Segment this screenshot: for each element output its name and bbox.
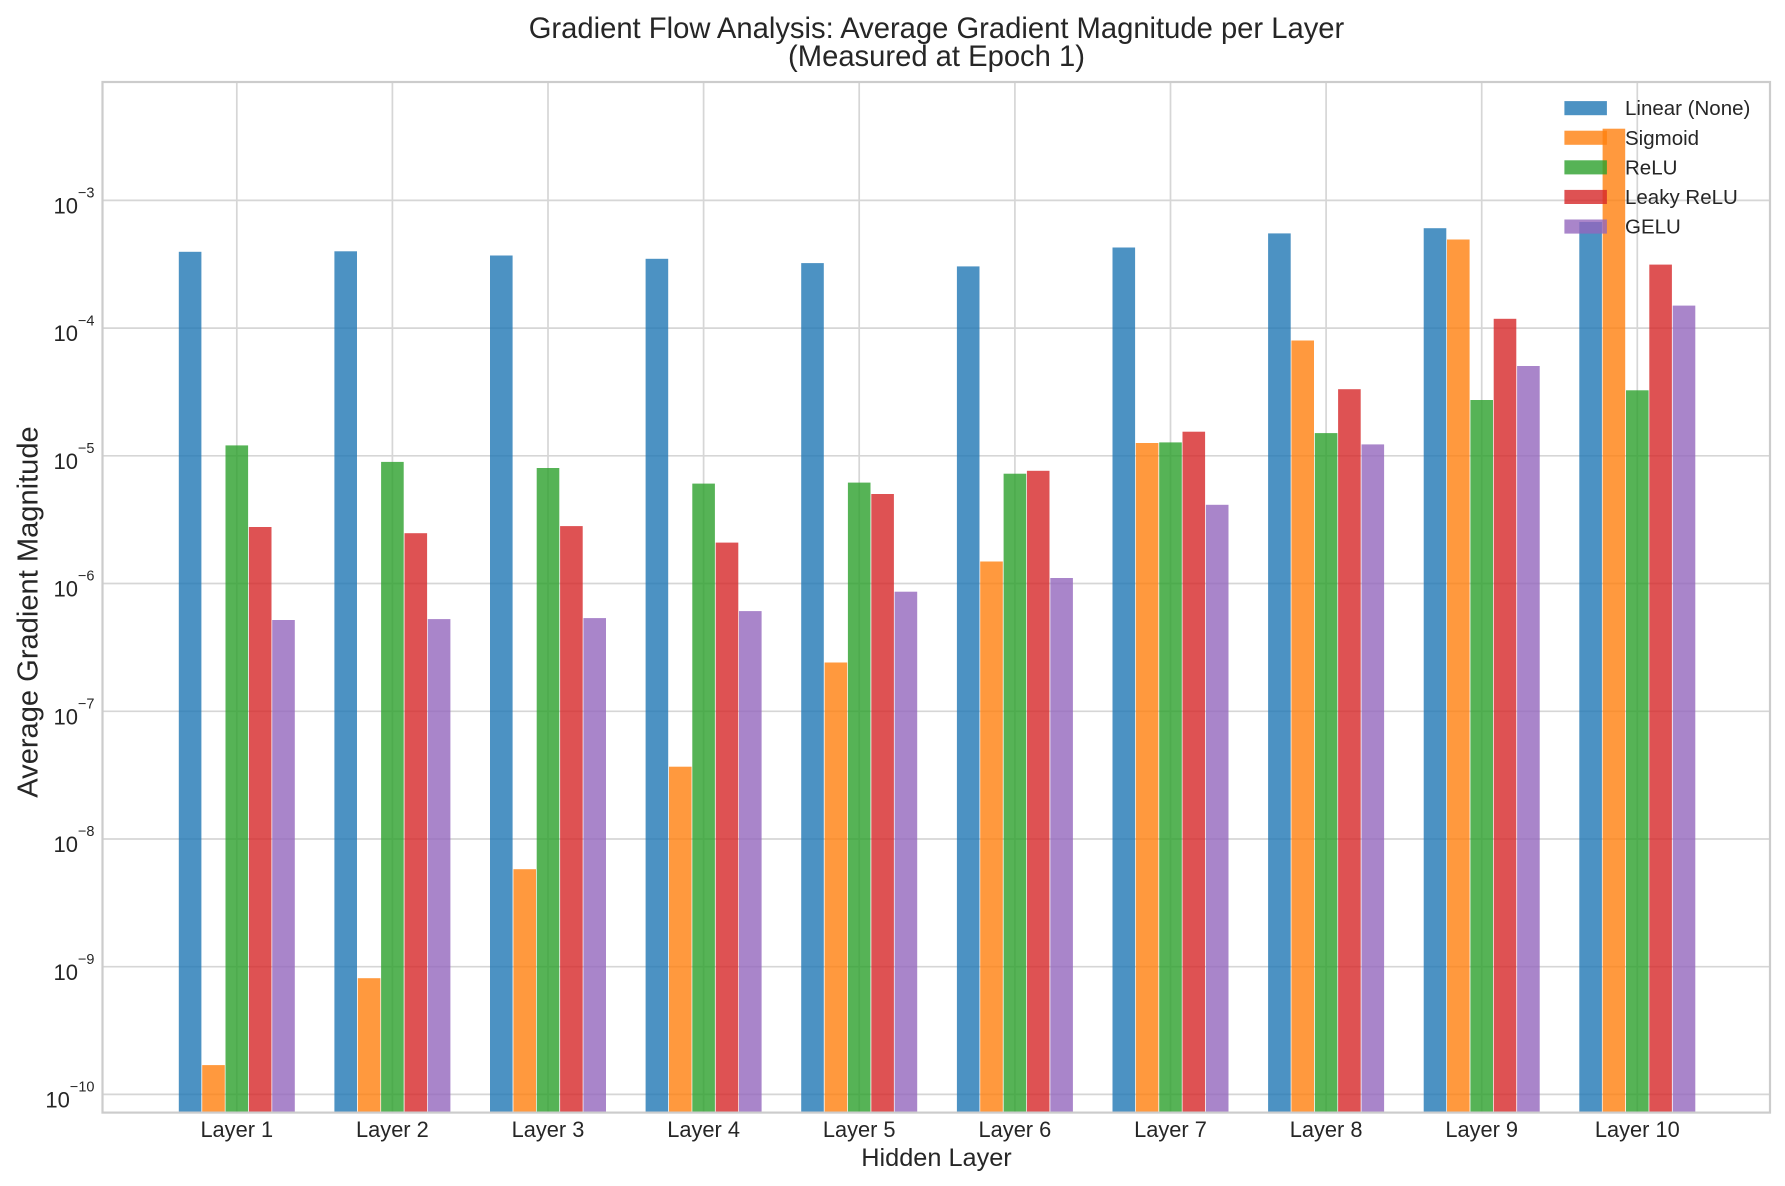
svg-text:Layer 7: Layer 7 [1134, 1117, 1207, 1142]
svg-text:10−10: 10−10 [45, 1080, 94, 1113]
svg-text:Layer 5: Layer 5 [823, 1117, 896, 1142]
svg-text:Hidden Layer: Hidden Layer [861, 1144, 1011, 1172]
svg-text:Layer 3: Layer 3 [512, 1117, 585, 1142]
svg-text:Layer 1: Layer 1 [200, 1117, 273, 1142]
svg-text:(Measured at Epoch 1): (Measured at Epoch 1) [788, 41, 1085, 73]
svg-text:10−3: 10−3 [53, 186, 94, 219]
svg-text:10−6: 10−6 [53, 569, 94, 602]
svg-text:10−9: 10−9 [53, 952, 94, 985]
svg-text:10−5: 10−5 [53, 441, 94, 474]
svg-text:Layer 9: Layer 9 [1445, 1117, 1518, 1142]
svg-text:Layer 10: Layer 10 [1595, 1117, 1680, 1142]
svg-text:Linear (None): Linear (None) [1625, 97, 1750, 120]
svg-text:Layer 6: Layer 6 [979, 1117, 1052, 1142]
svg-text:Average Gradient Magnitude: Average Gradient Magnitude [13, 426, 45, 797]
svg-text:Layer 2: Layer 2 [356, 1117, 429, 1142]
svg-text:10−8: 10−8 [53, 824, 94, 857]
svg-text:Sigmoid: Sigmoid [1625, 127, 1699, 150]
svg-text:Layer 8: Layer 8 [1290, 1117, 1363, 1142]
svg-text:Layer 4: Layer 4 [667, 1117, 740, 1142]
svg-text:Leaky ReLU: Leaky ReLU [1625, 186, 1738, 209]
svg-text:10−7: 10−7 [53, 697, 94, 730]
svg-text:Gradient Flow Analysis: Averag: Gradient Flow Analysis: Average Gradient… [529, 13, 1345, 45]
svg-text:GELU: GELU [1625, 216, 1681, 239]
svg-text:10−4: 10−4 [53, 313, 94, 346]
svg-text:ReLU: ReLU [1625, 156, 1677, 179]
